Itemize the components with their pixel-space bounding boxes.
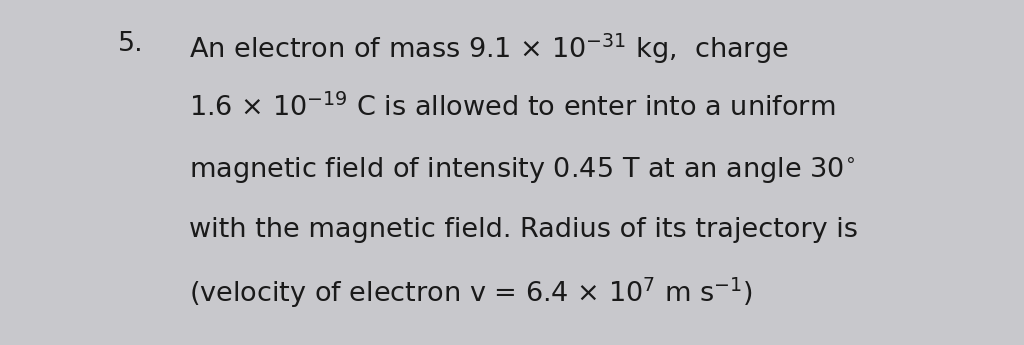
Text: 1.6 $\times$ 10$^{-19}$ C is allowed to enter into a uniform: 1.6 $\times$ 10$^{-19}$ C is allowed to … xyxy=(189,93,836,122)
Text: 5.: 5. xyxy=(118,31,143,57)
Text: (velocity of electron v = 6.4 $\times$ 10$^{7}$ m s$^{-1}$): (velocity of electron v = 6.4 $\times$ 1… xyxy=(189,276,754,310)
Text: magnetic field of intensity 0.45 T at an angle 30$^{\circ}$: magnetic field of intensity 0.45 T at an… xyxy=(189,155,855,185)
Text: An electron of mass 9.1 $\times$ 10$^{-31}$ kg,  charge: An electron of mass 9.1 $\times$ 10$^{-3… xyxy=(189,31,790,66)
Text: with the magnetic field. Radius of its trajectory is: with the magnetic field. Radius of its t… xyxy=(189,217,858,243)
